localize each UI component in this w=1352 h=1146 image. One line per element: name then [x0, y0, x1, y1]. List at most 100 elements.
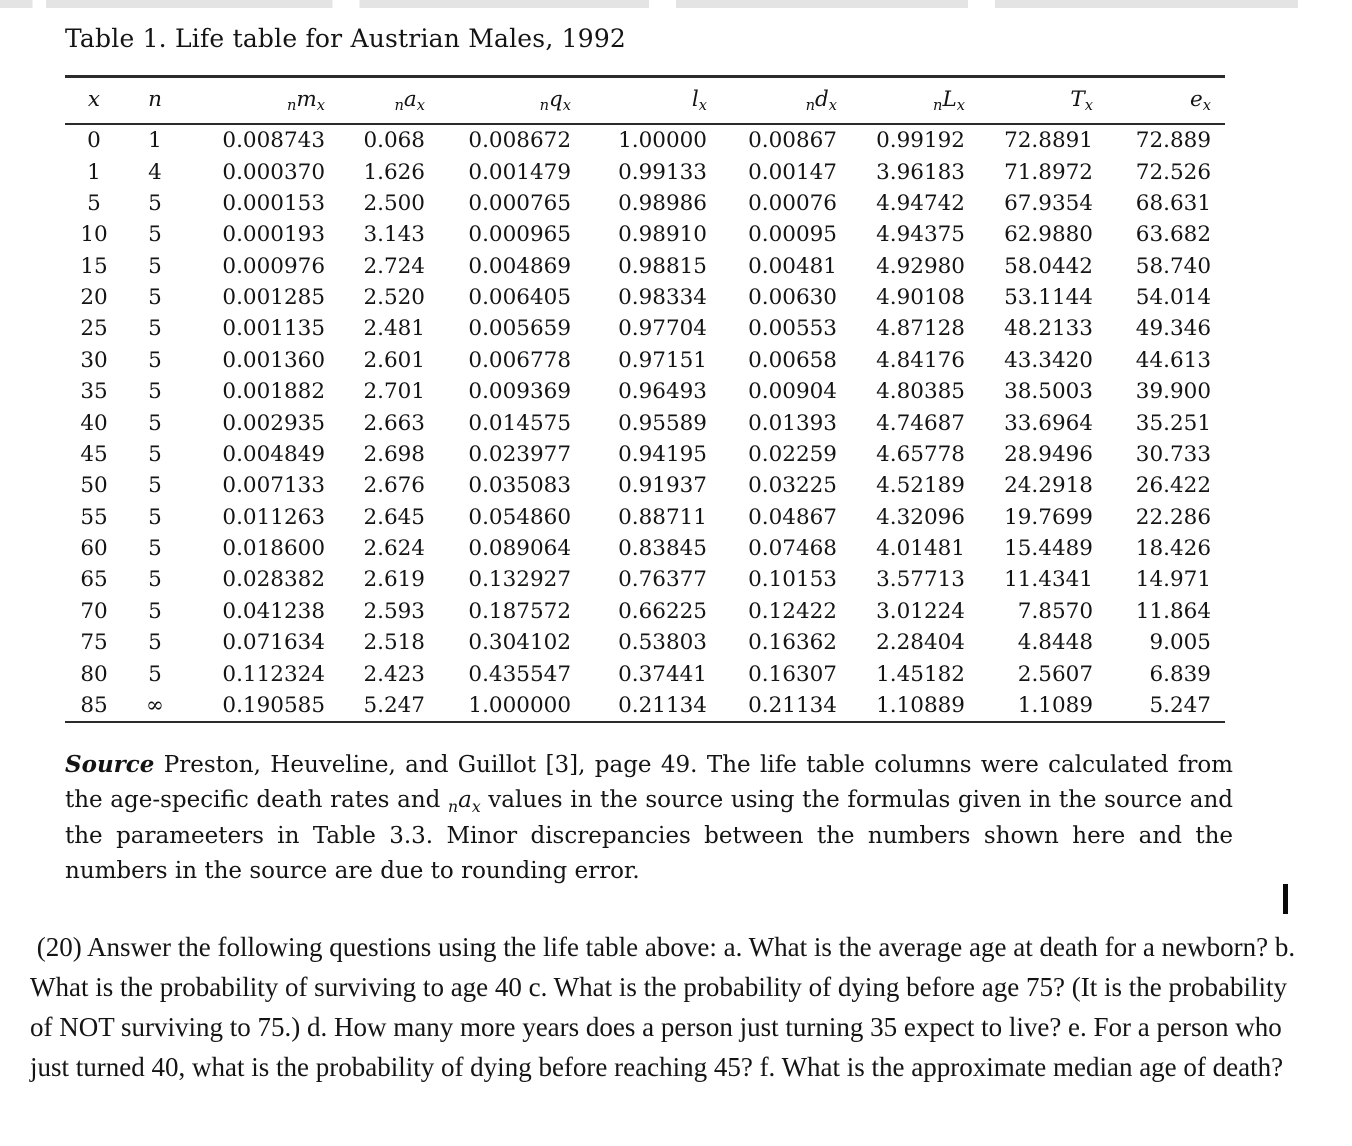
table-cell: 0.435547 — [468, 661, 571, 687]
table-cell: 0.16307 — [748, 661, 837, 687]
table-cell: 9.005 — [1149, 630, 1211, 656]
table-cell: 3.57713 — [876, 567, 965, 593]
table-cell: 50 — [80, 473, 108, 499]
column-header-nLx: nLx — [851, 76, 979, 125]
source-label: Source — [65, 751, 155, 779]
table-cell: 0.10153 — [748, 567, 837, 593]
table-cell: 0.94195 — [618, 441, 707, 467]
table-row: 35 5 0.001882 2.701 0.009369 0.96493 0.00904 4.… — [65, 376, 1225, 407]
table-cell: 0.76377 — [618, 567, 707, 593]
table-cell: 3.143 — [363, 222, 425, 248]
column-header-Tx: Tx — [979, 76, 1107, 125]
table-row: 0 1 0.008743 0.068 0.008672 1.00000 0.00867 0.9… — [65, 124, 1225, 156]
table-cell: 28.9496 — [1004, 441, 1093, 467]
table-cell: 5 — [148, 598, 162, 624]
table-cell: 3.96183 — [876, 159, 965, 185]
table-cell: 0.04867 — [748, 504, 837, 530]
table-cell: 0.97704 — [618, 316, 707, 342]
table-cell: 0.041238 — [222, 598, 325, 624]
table-cell: 0.16362 — [748, 630, 837, 656]
top-edge-artifact — [0, 0, 1352, 8]
table-cell: 72.8891 — [1004, 128, 1093, 154]
table-cell: 7.8570 — [1017, 598, 1093, 624]
table-cell: 5 — [148, 630, 162, 656]
table-cell: 0.83845 — [618, 536, 707, 562]
column-header-lx: lx — [585, 76, 721, 125]
column-header-x: x — [65, 76, 123, 125]
table-cell: 0.21134 — [748, 692, 837, 718]
table-cell: 0.00630 — [748, 285, 837, 311]
table-cell: 2.624 — [363, 536, 425, 562]
table-cell: 67.9354 — [1004, 190, 1093, 216]
table-cell: 0.00147 — [748, 159, 837, 185]
table-row: 65 5 0.028382 2.619 0.132927 0.76377 0.10153 3.… — [65, 564, 1225, 595]
table-cell: 38.5003 — [1004, 379, 1093, 405]
table-cell: 2.518 — [363, 630, 425, 656]
table-cell: 54.014 — [1135, 285, 1211, 311]
table-cell: 80 — [80, 661, 108, 687]
table-cell: 2.601 — [363, 347, 425, 373]
source-note: Source Preston, Heuveline, and Guillot [… — [65, 747, 1233, 889]
table-cell: 30.733 — [1135, 441, 1211, 467]
table-cell: 1.000000 — [468, 692, 571, 718]
table-cell: 4.32096 — [876, 504, 965, 530]
table-cell: 72.526 — [1135, 159, 1211, 185]
table-cell: 0.132927 — [468, 567, 571, 593]
table-cell: 4.94375 — [876, 222, 965, 248]
table-cell: 0.001479 — [468, 159, 571, 185]
table-cell: 0.054860 — [468, 504, 571, 530]
table-cell: 5 — [87, 190, 101, 216]
table-cell: 0.190585 — [222, 692, 325, 718]
table-cell: 0.009369 — [468, 379, 571, 405]
table-cell: 53.1144 — [1004, 285, 1093, 311]
table-cell: 0.023977 — [468, 441, 571, 467]
table-row: 10 5 0.000193 3.143 0.000965 0.98910 0.00095 4.… — [65, 219, 1225, 250]
table-cell: 0.00076 — [748, 190, 837, 216]
source-text-1: Preston, Heuveline, and Guillot [3], pag… — [65, 752, 1233, 814]
table-cell: 0.03225 — [748, 473, 837, 499]
table-cell: 2.645 — [363, 504, 425, 530]
table-cell: 5 — [148, 536, 162, 562]
table-cell: 5 — [148, 441, 162, 467]
table-cell: 2.500 — [363, 190, 425, 216]
table-cell: 0.001285 — [222, 285, 325, 311]
table-row: 25 5 0.001135 2.481 0.005659 0.97704 0.00553 4.… — [65, 313, 1225, 344]
table-cell: 0.018600 — [222, 536, 325, 562]
table-cell: 0.005659 — [468, 316, 571, 342]
table-cell: 5 — [148, 661, 162, 687]
table-cell: 0.88711 — [618, 504, 707, 530]
table-cell: 2.481 — [363, 316, 425, 342]
table-cell: 5 — [148, 253, 162, 279]
nax-math-symbol: nax — [448, 787, 481, 816]
table-cell: 0.00553 — [748, 316, 837, 342]
table-cell: 2.593 — [363, 598, 425, 624]
table-cell: 71.8972 — [1004, 159, 1093, 185]
table-cell: 0.000153 — [222, 190, 325, 216]
document-area: Table 1. Life table for Austrian Males, … — [0, 8, 1352, 889]
table-cell: 75 — [80, 630, 108, 656]
table-cell: 4.84176 — [876, 347, 965, 373]
table-cell: 0.006405 — [468, 285, 571, 311]
column-header-nqx: nqx — [439, 76, 585, 125]
column-header-nax: nax — [339, 76, 439, 125]
table-cell: 72.889 — [1135, 128, 1211, 154]
table-cell: 5 — [148, 410, 162, 436]
table-cell: 22.286 — [1135, 504, 1211, 530]
table-cell: 55 — [80, 504, 108, 530]
text-cursor[interactable] — [1283, 884, 1288, 914]
table-cell: 39.900 — [1135, 379, 1211, 405]
table-cell: 0.07468 — [748, 536, 837, 562]
table-cell: 19.7699 — [1004, 504, 1093, 530]
table-cell: 35.251 — [1135, 410, 1211, 436]
table-cell: 5 — [148, 347, 162, 373]
table-cell: 45 — [80, 441, 108, 467]
table-cell: 5 — [148, 285, 162, 311]
table-cell: 0.96493 — [618, 379, 707, 405]
table-cell: 2.28404 — [876, 630, 965, 656]
table-cell: 24.2918 — [1004, 473, 1093, 499]
table-row: 75 5 0.071634 2.518 0.304102 0.53803 0.16362 2.… — [65, 627, 1225, 658]
table-cell: 0.028382 — [222, 567, 325, 593]
table-cell: 1.1089 — [1017, 692, 1093, 718]
table-cell: 4.92980 — [876, 253, 965, 279]
table-cell: 2.701 — [363, 379, 425, 405]
